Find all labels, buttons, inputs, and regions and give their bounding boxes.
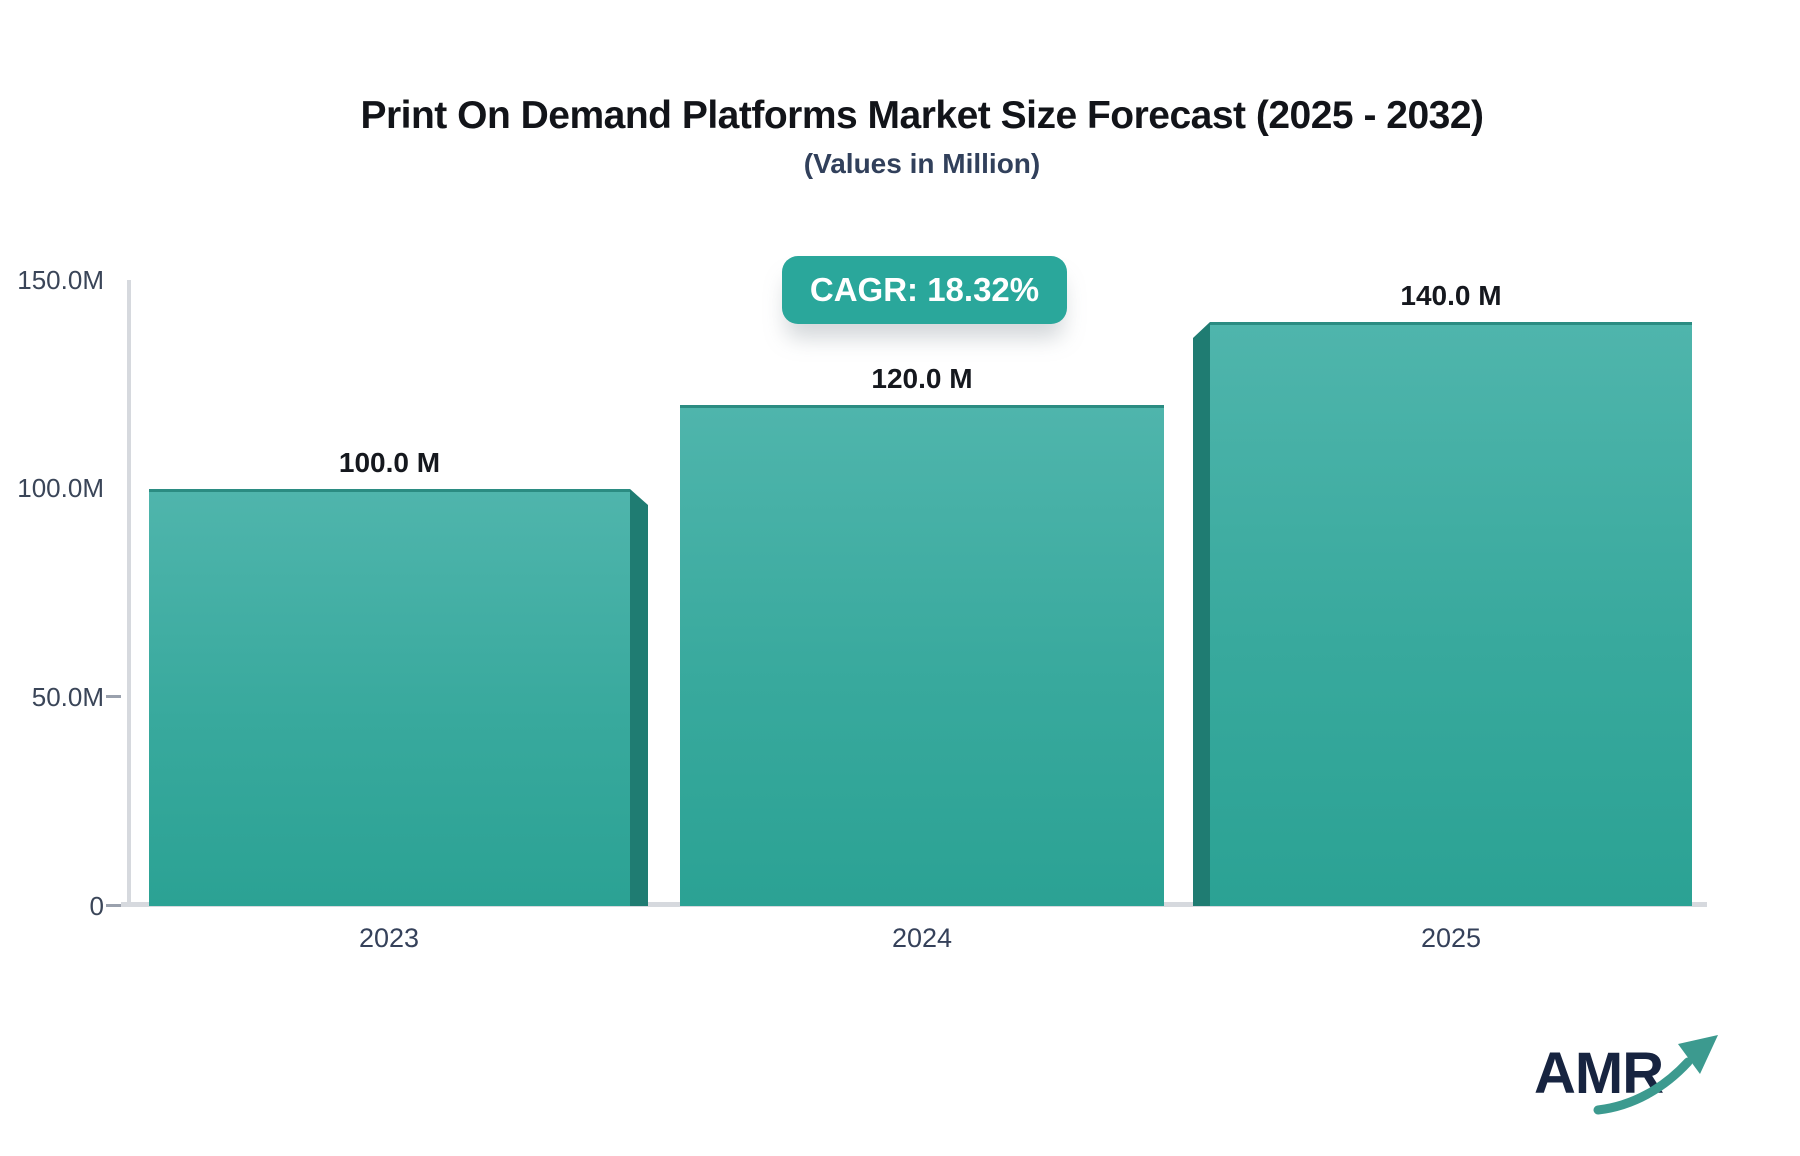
x-axis-label-2025: 2025: [1420, 923, 1482, 953]
y-axis-tick-label: 0: [89, 891, 104, 921]
bar-2025: [1210, 322, 1692, 906]
chart-title: Print On Demand Platforms Market Size Fo…: [360, 94, 1484, 137]
bar-value-label: 140.0 M: [1400, 280, 1502, 311]
bar-2023: [149, 489, 630, 906]
bar-group-2023: 100.0 M: [149, 447, 648, 906]
x-axis-label-2023: 2023: [358, 923, 420, 953]
bar-group-2025: 140.0 M: [1193, 280, 1692, 906]
logo-text: AMR: [1534, 1041, 1664, 1106]
bar-value-label: 100.0 M: [338, 447, 441, 478]
bar-3d-side: [630, 489, 648, 906]
bar-value-label: 120.0 M: [871, 363, 973, 394]
y-axis-tick-label: 50.0M: [31, 682, 104, 712]
bar-2024: [680, 405, 1164, 906]
bar-3d-side: [1193, 322, 1210, 906]
x-axis-label-2024: 2024: [891, 923, 953, 953]
y-axis-tick-mark: [106, 695, 121, 698]
amr-logo: AMR: [1528, 1022, 1748, 1132]
y-axis-tick-label: 100.0M: [17, 473, 104, 503]
chart-subtitle: (Values in Million): [803, 148, 1041, 179]
y-axis-tick-label: 150.0M: [17, 265, 104, 295]
cagr-badge: CAGR: 18.32%: [782, 256, 1067, 324]
y-axis-line: [127, 280, 131, 906]
y-axis-tick-mark: [106, 904, 121, 907]
bar-group-2024: 120.0 M: [680, 363, 1164, 906]
